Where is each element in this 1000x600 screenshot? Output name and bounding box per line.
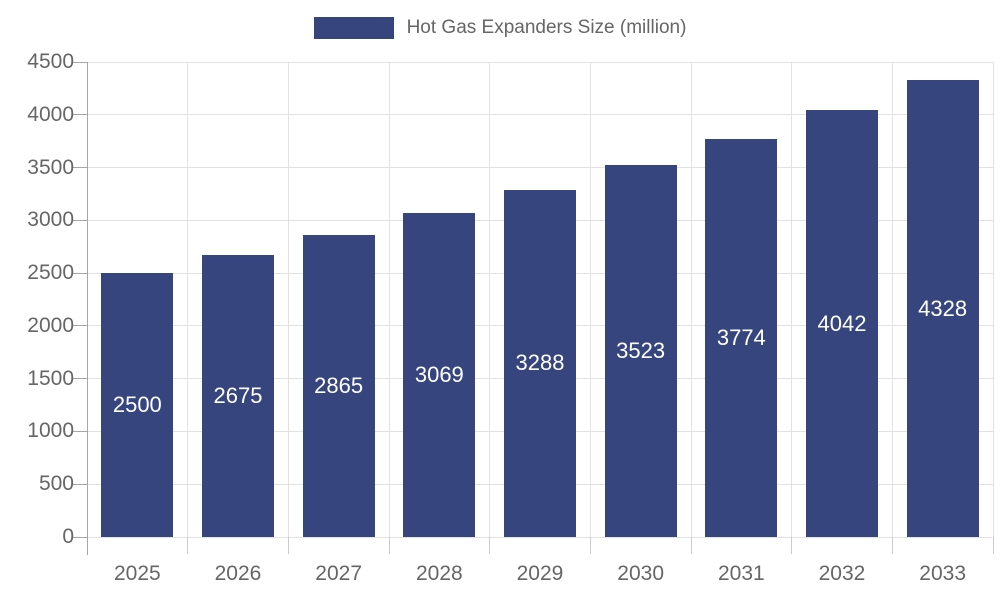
bar-2028[interactable]: 3069: [403, 213, 476, 537]
y-tick-label: 3500: [27, 155, 74, 179]
y-tick-label: 500: [38, 472, 74, 496]
x-tick-label-2030: 2030: [617, 562, 665, 585]
x-tick-label-2032: 2032: [818, 562, 866, 585]
x-tick-label-2031: 2031: [717, 562, 765, 585]
y-axis-tick: [72, 272, 88, 274]
legend-label: Hot Gas Expanders Size (million): [406, 17, 687, 38]
y-axis-tick: [72, 219, 88, 221]
v-gridline: [388, 62, 390, 537]
x-tick-label-2033: 2033: [919, 562, 967, 585]
y-axis-tick: [72, 378, 88, 380]
bar-value-label: 2675: [213, 382, 263, 408]
y-tick-label: 4500: [27, 50, 74, 73]
y-tick-label: 3000: [27, 208, 74, 232]
bar-2027[interactable]: 2865: [302, 234, 375, 537]
x-axis-tick: [589, 537, 591, 554]
y-axis-tick: [72, 430, 88, 432]
x-axis-tick: [690, 537, 692, 554]
v-gridline: [287, 62, 289, 537]
y-axis-tick: [72, 325, 88, 327]
y-tick-label: 4000: [27, 102, 74, 126]
v-gridline: [690, 62, 692, 537]
x-axis-tick: [388, 537, 390, 554]
plot-area: 2500 2675 2865 3069 3288 3523 3774 4042 4328: [87, 61, 994, 538]
x-tick-label-2029: 2029: [516, 562, 564, 585]
bar-2033[interactable]: 4328: [906, 80, 979, 537]
bar-value-label: 4042: [817, 310, 867, 336]
x-axis-tick: [992, 537, 994, 554]
y-axis-tick: [72, 114, 88, 116]
v-gridline: [489, 62, 491, 537]
bar-2029[interactable]: 3288: [504, 189, 576, 537]
y-axis-tick: [72, 167, 88, 169]
bar-value-label: 3774: [716, 324, 766, 350]
bar-2030[interactable]: 3523: [604, 165, 677, 537]
h-gridline: [87, 536, 993, 538]
x-tick-label-2027: 2027: [315, 562, 363, 585]
bar-2026[interactable]: 2675: [202, 254, 274, 537]
bar-value-label: 3069: [414, 362, 464, 388]
v-gridline: [187, 62, 189, 537]
x-axis-tick: [489, 537, 491, 554]
h-gridline: [87, 61, 993, 63]
y-tick-label: 2000: [27, 313, 74, 337]
bar-2032[interactable]: 4042: [806, 110, 878, 537]
bar-value-label: 3523: [616, 338, 666, 364]
x-axis-tick: [891, 537, 893, 554]
x-tick-label-2028: 2028: [415, 562, 463, 585]
h-gridline: [87, 114, 993, 116]
legend-swatch: [313, 17, 394, 39]
chart-legend[interactable]: Hot Gas Expanders Size (million): [0, 17, 1000, 39]
x-axis-tick: [86, 537, 88, 554]
v-gridline: [589, 62, 591, 537]
y-axis-tick: [72, 61, 88, 63]
x-axis-tick: [791, 537, 793, 554]
bar-value-label: 3288: [515, 350, 565, 376]
h-gridline: [87, 167, 993, 169]
x-tick-label-2025: 2025: [113, 562, 161, 585]
x-axis-tick: [187, 537, 189, 554]
y-tick-label: 1000: [27, 419, 74, 443]
x-axis-tick: [287, 537, 289, 554]
x-tick-label-2026: 2026: [214, 562, 262, 585]
y-tick-label: 1500: [27, 366, 74, 390]
bar-2025[interactable]: 2500: [101, 273, 174, 537]
v-gridline: [992, 62, 994, 537]
y-tick-label: 2500: [27, 261, 74, 285]
y-tick-label: 0: [62, 525, 74, 548]
bar-value-label: 2500: [112, 392, 162, 418]
y-axis-tick: [72, 536, 88, 538]
v-gridline: [791, 62, 793, 537]
y-axis-line: [87, 62, 88, 555]
bar-2031[interactable]: 3774: [705, 138, 778, 537]
v-gridline: [891, 62, 893, 537]
bar-value-label: 2865: [314, 372, 364, 398]
bar-value-label: 4328: [918, 295, 968, 321]
y-axis-tick: [72, 483, 88, 485]
